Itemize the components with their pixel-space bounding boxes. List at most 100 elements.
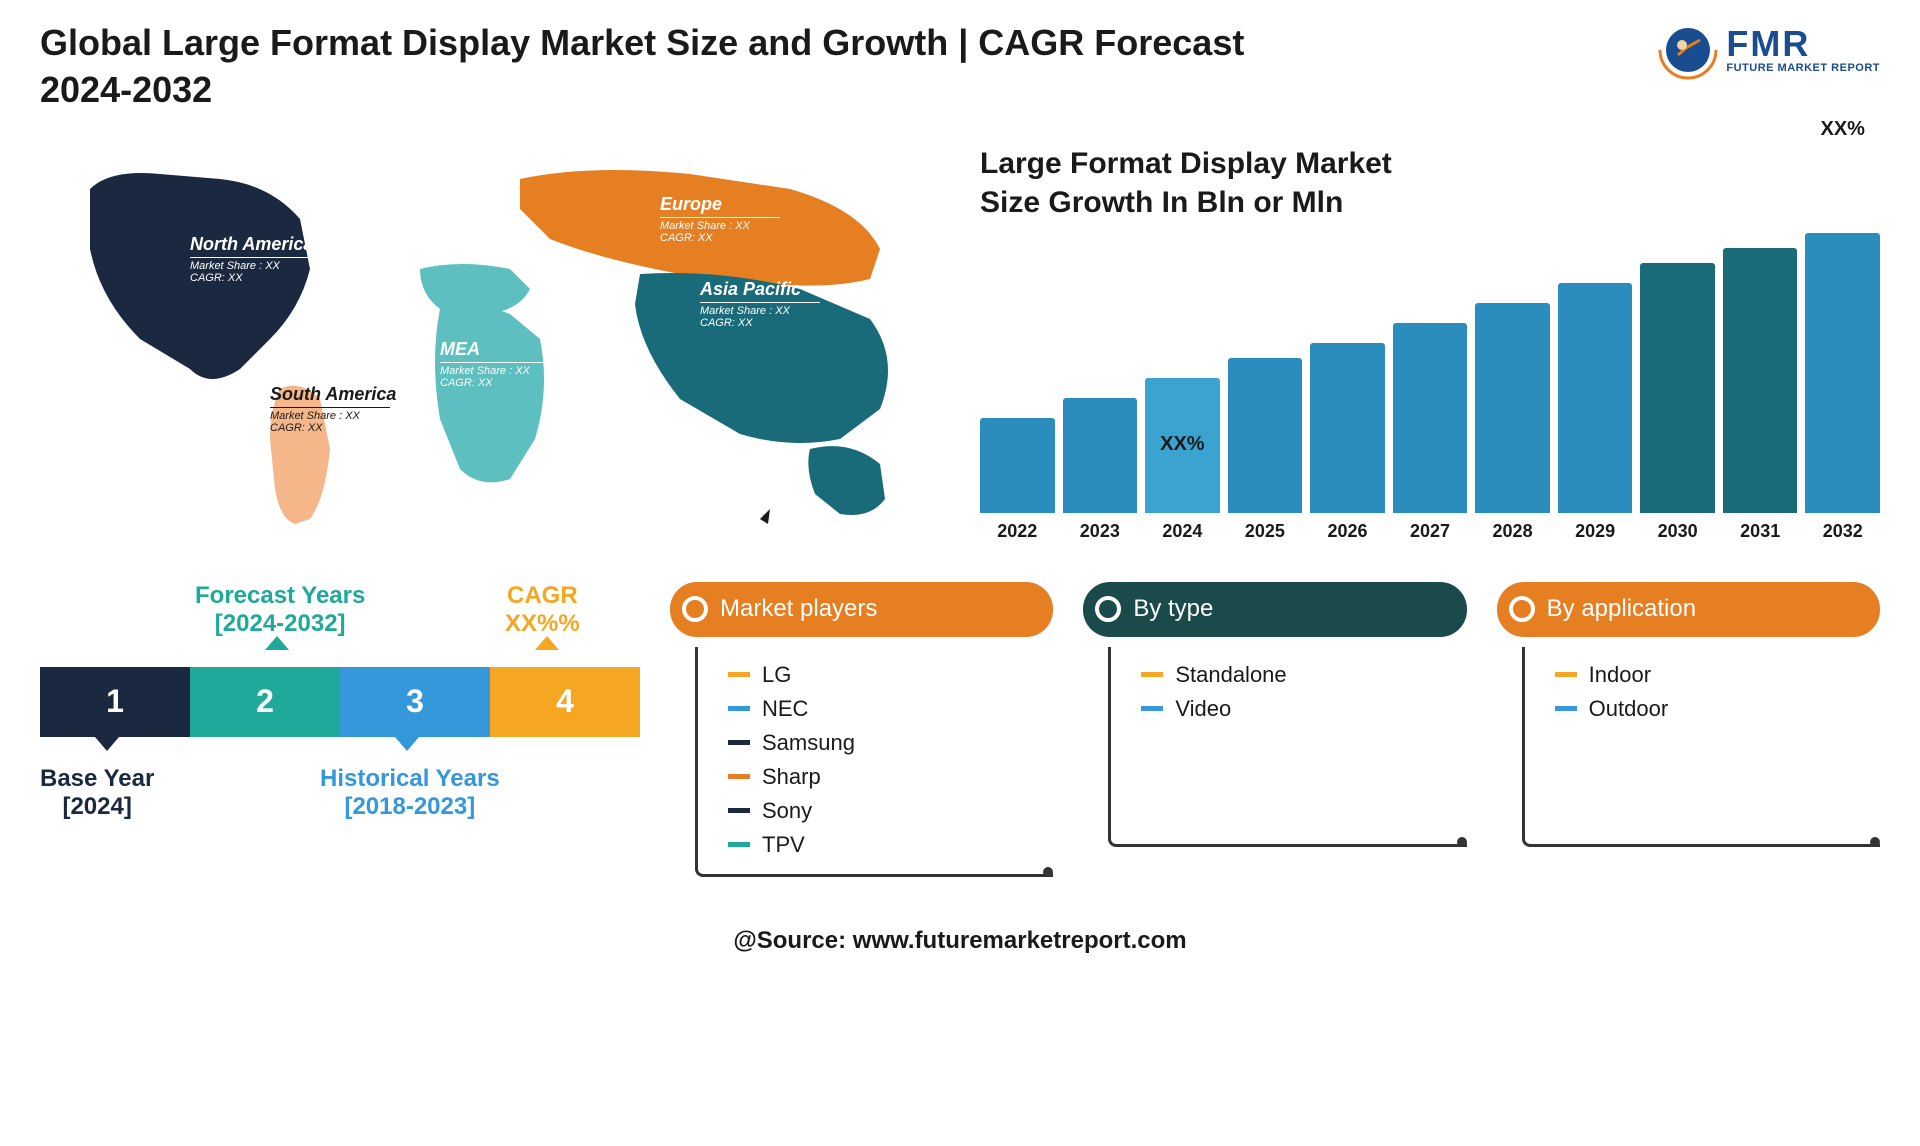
timeline-segment-3: 3 — [340, 667, 490, 737]
bar-year-label: 2027 — [1410, 521, 1450, 542]
bar-year-label: 2030 — [1658, 521, 1698, 542]
bar-wrapper: XX% 2024 — [1145, 378, 1220, 542]
bar-chart-section: Large Format Display Market Size Growth … — [980, 139, 1880, 542]
bar-wrapper: 2029 — [1558, 283, 1633, 542]
category-item: Indoor — [1555, 662, 1860, 688]
region-label-asia-pacific: Asia Pacific Market Share : XX CAGR: XX — [700, 279, 820, 329]
category-item: Sharp — [728, 764, 1033, 790]
timeline-section: Forecast Years [2024-2032] CAGR XX%% 123… — [40, 582, 640, 877]
item-text: Indoor — [1589, 662, 1651, 688]
category-content: LG NEC Samsung Sharp Sony TPV — [695, 647, 1053, 877]
bar-year-label: 2031 — [1740, 521, 1780, 542]
historical-label-text: Historical Years — [320, 765, 500, 792]
bar-wrapper: 2030 — [1640, 263, 1715, 542]
bar-annotation: XX% — [1821, 118, 1865, 141]
chart-bar — [1640, 263, 1715, 513]
forecast-range: [2024-2032] — [215, 610, 346, 637]
item-text: Samsung — [762, 730, 855, 756]
forecast-label: Forecast Years [2024-2032] — [195, 582, 365, 638]
region-divider — [270, 407, 390, 408]
bar-wrapper: 2023 — [1063, 398, 1138, 542]
region-share: Market Share : XX — [440, 365, 560, 377]
region-label-south-america: South America Market Share : XX CAGR: XX — [270, 384, 396, 434]
bar-wrapper: 2031 — [1723, 248, 1798, 542]
region-cagr: CAGR: XX — [270, 422, 396, 434]
bar-year-label: 2024 — [1162, 521, 1202, 542]
historical-label: Historical Years [2018-2023] — [320, 747, 500, 821]
bar-year-label: 2032 — [1823, 521, 1863, 542]
item-marker — [728, 842, 750, 847]
region-name: Asia Pacific — [700, 279, 820, 300]
item-text: TPV — [762, 832, 805, 858]
item-marker — [1555, 672, 1577, 677]
chart-bar — [980, 418, 1055, 513]
bar-wrapper: 2028 — [1475, 303, 1550, 542]
region-label-europe: Europe Market Share : XX CAGR: XX — [660, 194, 780, 244]
timeline-bar: 1234 — [40, 667, 640, 737]
world-map: North America Market Share : XX CAGR: XX… — [40, 139, 940, 539]
item-marker — [1141, 672, 1163, 677]
chart-bar — [1558, 283, 1633, 513]
base-year-label: Base Year [2024] — [40, 747, 154, 821]
bar-year-label: 2023 — [1080, 521, 1120, 542]
chart-bar — [1228, 358, 1303, 513]
chart-bar — [1723, 248, 1798, 513]
region-name: South America — [270, 384, 396, 405]
item-text: Outdoor — [1589, 696, 1669, 722]
chart-title: Large Format Display Market Size Growth … — [980, 144, 1430, 222]
chart-bar — [1805, 233, 1880, 513]
category-item: Sony — [728, 798, 1033, 824]
bar-wrapper: XX% 2032 — [1805, 233, 1880, 542]
logo-sub-text: FUTURE MARKET REPORT — [1726, 62, 1880, 74]
region-divider — [190, 257, 310, 258]
category-header: By type — [1083, 582, 1466, 637]
page-title: Global Large Format Display Market Size … — [40, 20, 1340, 114]
historical-range: [2018-2023] — [344, 793, 475, 820]
category-item: Video — [1141, 696, 1446, 722]
chart-bar — [1063, 398, 1138, 513]
bar-year-label: 2025 — [1245, 521, 1285, 542]
region-label-north-america: North America Market Share : XX CAGR: XX — [190, 234, 313, 284]
category-item: TPV — [728, 832, 1033, 858]
item-marker — [728, 706, 750, 711]
category-item: Samsung — [728, 730, 1033, 756]
category-header: Market players — [670, 582, 1053, 637]
bar-wrapper: 2025 — [1228, 358, 1303, 542]
category-item: Standalone — [1141, 662, 1446, 688]
item-text: Standalone — [1175, 662, 1286, 688]
region-cagr: CAGR: XX — [700, 317, 820, 329]
region-cagr: CAGR: XX — [190, 272, 313, 284]
bar-chart: 2022 2023XX% 2024 2025 2026 2027 2028 20… — [980, 242, 1880, 542]
cagr-value: XX%% — [505, 610, 580, 637]
bar-annotation: XX% — [1160, 433, 1204, 456]
region-share: Market Share : XX — [270, 410, 396, 422]
logo: FMR FUTURE MARKET REPORT — [1658, 20, 1880, 80]
cagr-marker — [535, 636, 559, 650]
region-name: MEA — [440, 339, 560, 360]
timeline-segment-4: 4 — [490, 667, 640, 737]
category-header: By application — [1497, 582, 1880, 637]
bar-wrapper: 2027 — [1393, 323, 1468, 542]
forecast-marker — [265, 636, 289, 650]
chart-bar — [1310, 343, 1385, 513]
bar-year-label: 2022 — [997, 521, 1037, 542]
item-text: Sharp — [762, 764, 821, 790]
region-share: Market Share : XX — [190, 260, 313, 272]
base-marker — [95, 737, 119, 751]
region-label-mea: MEA Market Share : XX CAGR: XX — [440, 339, 560, 389]
item-marker — [1555, 706, 1577, 711]
category-content: Standalone Video — [1108, 647, 1466, 847]
region-share: Market Share : XX — [660, 220, 780, 232]
top-section: North America Market Share : XX CAGR: XX… — [40, 139, 1880, 542]
logo-main-text: FMR — [1726, 26, 1880, 62]
category-by-application: By application Indoor Outdoor — [1497, 582, 1880, 877]
source-attribution: @Source: www.futuremarketreport.com — [40, 927, 1880, 955]
category-item: NEC — [728, 696, 1033, 722]
region-divider — [700, 302, 820, 303]
item-marker — [728, 740, 750, 745]
base-range: [2024] — [62, 793, 131, 820]
region-divider — [660, 217, 780, 218]
item-marker — [728, 672, 750, 677]
category-item: Outdoor — [1555, 696, 1860, 722]
category-market-players: Market players LG NEC Samsung Sharp Sony… — [670, 582, 1053, 877]
